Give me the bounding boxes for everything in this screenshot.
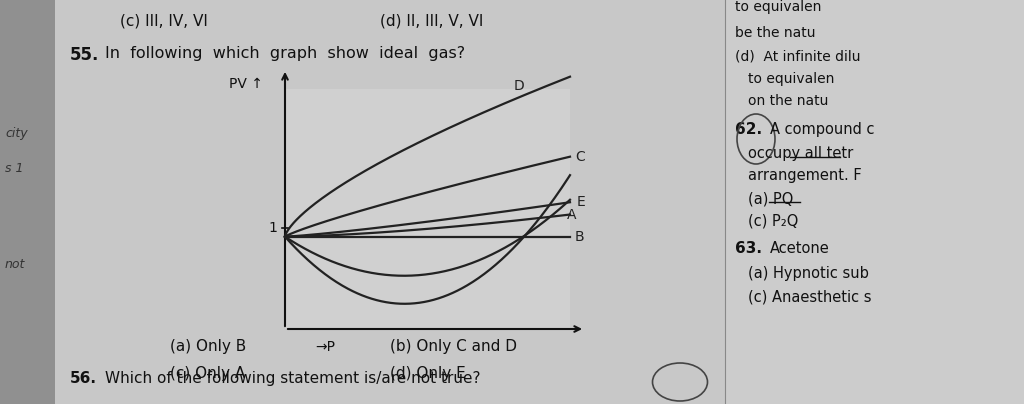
Bar	[55, 0, 725, 404]
Text: 1: 1	[268, 221, 278, 235]
Text: (a) Hypnotic sub: (a) Hypnotic sub	[748, 266, 869, 281]
Text: (d)  At infinite dilu: (d) At infinite dilu	[735, 49, 860, 63]
Text: E: E	[577, 195, 586, 209]
Text: city: city	[5, 128, 28, 141]
Text: 55.: 55.	[70, 46, 99, 64]
Text: A compound c: A compound c	[770, 122, 874, 137]
Text: 62.: 62.	[735, 122, 762, 137]
Text: s 1: s 1	[5, 162, 24, 175]
Text: Which of the following statement is/are not true?: Which of the following statement is/are …	[105, 371, 480, 386]
Bar	[725, 0, 1024, 404]
Text: (a) Only B: (a) Only B	[170, 339, 246, 354]
Text: (c) P₂Q: (c) P₂Q	[748, 213, 799, 228]
Text: B: B	[575, 230, 585, 244]
Text: to equivalen: to equivalen	[735, 0, 821, 14]
Text: C: C	[575, 150, 585, 164]
Text: on the natu: on the natu	[748, 94, 828, 108]
Text: A: A	[567, 208, 577, 221]
Text: (a) PQ: (a) PQ	[748, 192, 794, 207]
Bar	[285, 89, 570, 329]
Text: In  following  which  graph  show  ideal  gas?: In following which graph show ideal gas?	[105, 46, 465, 61]
Text: (d) II, III, V, VI: (d) II, III, V, VI	[380, 14, 483, 29]
Text: PV ↑: PV ↑	[229, 77, 263, 91]
Text: (b) Only C and D: (b) Only C and D	[390, 339, 517, 354]
Text: →P: →P	[315, 340, 335, 354]
Bar	[0, 0, 55, 404]
Text: D: D	[513, 78, 524, 93]
Text: (d) Only E: (d) Only E	[390, 366, 466, 381]
Text: 56.: 56.	[70, 371, 97, 386]
Text: (c) Anaesthetic s: (c) Anaesthetic s	[748, 289, 871, 304]
Text: (c) III, IV, VI: (c) III, IV, VI	[120, 14, 208, 29]
Text: (c) Only A: (c) Only A	[170, 366, 246, 381]
Text: to equivalen: to equivalen	[748, 72, 835, 86]
Text: 63.: 63.	[735, 241, 762, 256]
Text: not: not	[5, 257, 26, 271]
Text: arrangement. F: arrangement. F	[748, 168, 861, 183]
Text: be the natu: be the natu	[735, 26, 815, 40]
Text: Acetone: Acetone	[770, 241, 829, 256]
Text: occupy all tetr: occupy all tetr	[748, 146, 853, 161]
